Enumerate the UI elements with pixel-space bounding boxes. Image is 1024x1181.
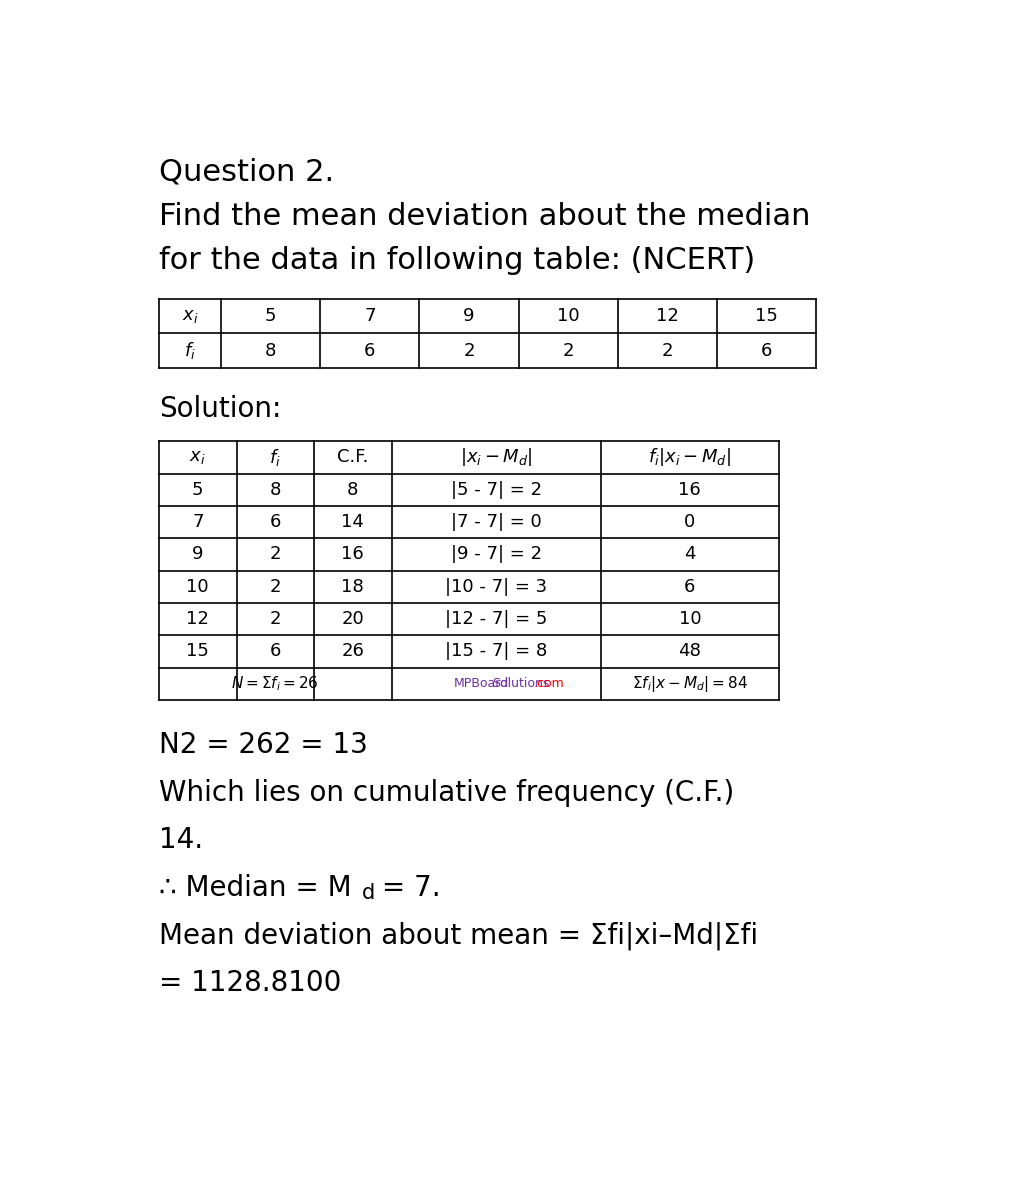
Text: 15: 15 — [186, 642, 209, 660]
Text: 8: 8 — [269, 481, 281, 498]
Text: ∴ Median = M: ∴ Median = M — [159, 874, 351, 902]
Text: 9: 9 — [463, 307, 475, 325]
Text: Mean deviation about mean = Σfi|xi–Md|Σfi: Mean deviation about mean = Σfi|xi–Md|Σf… — [159, 921, 758, 951]
Text: |10 - 7| = 3: |10 - 7| = 3 — [445, 578, 547, 595]
Text: = 1128.8100: = 1128.8100 — [159, 970, 341, 998]
Text: $\Sigma f_i|x-M_d|=84$: $\Sigma f_i|x-M_d|=84$ — [632, 674, 748, 693]
Text: 2: 2 — [463, 341, 475, 360]
Text: 6: 6 — [269, 513, 281, 531]
Text: 9: 9 — [193, 546, 204, 563]
Text: 0: 0 — [684, 513, 695, 531]
Text: 12: 12 — [656, 307, 679, 325]
Text: $f_i|x_i-M_d|$: $f_i|x_i-M_d|$ — [648, 446, 731, 469]
Text: 2: 2 — [269, 611, 281, 628]
Text: = 7.: = 7. — [373, 874, 440, 902]
Text: Question 2.: Question 2. — [159, 157, 334, 187]
Text: $x_i$: $x_i$ — [181, 307, 199, 325]
Text: |5 - 7| = 2: |5 - 7| = 2 — [451, 481, 542, 498]
Text: C.F.: C.F. — [337, 449, 369, 466]
Text: N2 = 262 = 13: N2 = 262 = 13 — [159, 731, 368, 758]
Text: 6: 6 — [269, 642, 281, 660]
Text: 15: 15 — [755, 307, 778, 325]
Text: 10: 10 — [679, 611, 701, 628]
Text: 4: 4 — [684, 546, 695, 563]
Text: 20: 20 — [341, 611, 365, 628]
Text: 12: 12 — [186, 611, 209, 628]
Text: 14.: 14. — [159, 827, 203, 854]
Text: 6: 6 — [684, 578, 695, 595]
Text: 6: 6 — [365, 341, 376, 360]
Text: |9 - 7| = 2: |9 - 7| = 2 — [451, 546, 542, 563]
Text: 7: 7 — [193, 513, 204, 531]
Text: |12 - 7| = 5: |12 - 7| = 5 — [445, 611, 547, 628]
Text: .com: .com — [534, 677, 564, 691]
Text: $f_i$: $f_i$ — [184, 340, 196, 361]
Text: 14: 14 — [341, 513, 365, 531]
Text: d: d — [362, 883, 376, 903]
Text: 18: 18 — [341, 578, 365, 595]
Text: 2: 2 — [269, 546, 281, 563]
Text: 2: 2 — [269, 578, 281, 595]
Text: 5: 5 — [193, 481, 204, 498]
Text: $|x_i-M_d|$: $|x_i-M_d|$ — [460, 446, 532, 469]
Text: 26: 26 — [341, 642, 365, 660]
Text: for the data in following table: (NCERT): for the data in following table: (NCERT) — [159, 247, 756, 275]
Text: $x_i$: $x_i$ — [189, 449, 206, 466]
Text: |15 - 7| = 8: |15 - 7| = 8 — [445, 642, 547, 660]
Text: 10: 10 — [186, 578, 209, 595]
Text: $f_i$: $f_i$ — [269, 446, 282, 468]
Text: 2: 2 — [562, 341, 573, 360]
Text: 2: 2 — [662, 341, 673, 360]
Text: 6: 6 — [761, 341, 772, 360]
Text: 16: 16 — [341, 546, 365, 563]
Text: 48: 48 — [679, 642, 701, 660]
Text: 16: 16 — [679, 481, 701, 498]
Text: 5: 5 — [265, 307, 276, 325]
Text: 10: 10 — [557, 307, 580, 325]
Text: 8: 8 — [347, 481, 358, 498]
Text: 8: 8 — [265, 341, 276, 360]
Text: MPBoard: MPBoard — [454, 677, 509, 691]
Text: |7 - 7| = 0: |7 - 7| = 0 — [451, 513, 542, 531]
Text: Which lies on cumulative frequency (C.F.): Which lies on cumulative frequency (C.F.… — [159, 778, 734, 807]
Text: Solution:: Solution: — [159, 396, 282, 423]
Text: Find the mean deviation about the median: Find the mean deviation about the median — [159, 202, 811, 230]
Text: Solutions: Solutions — [493, 677, 550, 691]
Text: $N = \Sigma f_i = 26$: $N = \Sigma f_i = 26$ — [231, 674, 319, 693]
Text: 7: 7 — [365, 307, 376, 325]
